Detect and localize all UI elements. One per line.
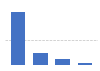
Bar xyxy=(11,12,26,65)
Bar xyxy=(55,59,70,65)
Bar xyxy=(78,63,92,65)
Bar xyxy=(33,53,48,65)
